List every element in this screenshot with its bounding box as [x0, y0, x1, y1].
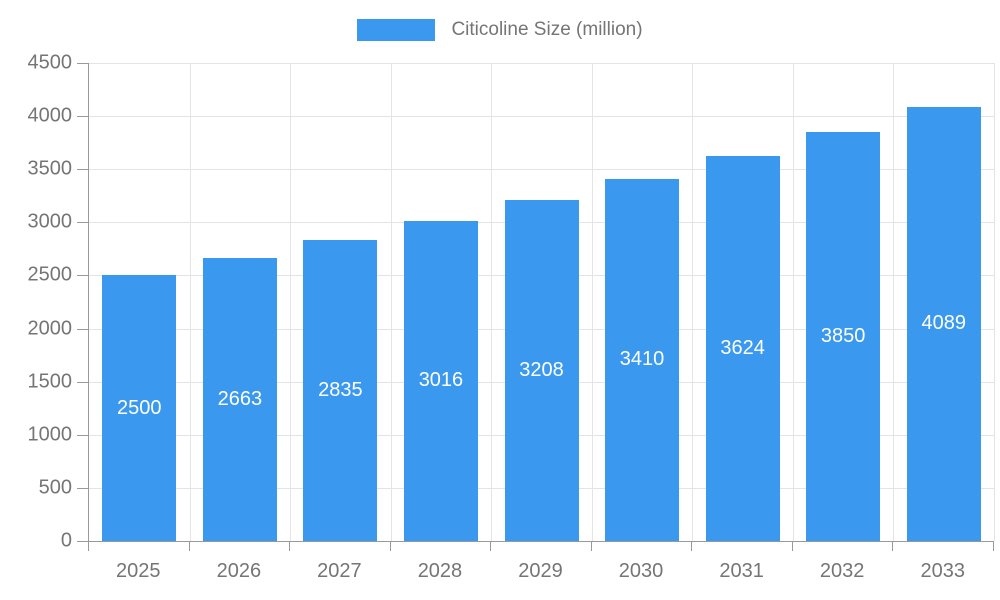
y-tick [77, 328, 88, 330]
bar-value-label: 3624 [720, 337, 765, 360]
v-gridline [290, 63, 292, 541]
bar-2031[interactable]: 3624 [705, 156, 780, 541]
x-tick-label: 2030 [618, 560, 664, 582]
v-gridline [692, 63, 694, 541]
y-tick [77, 487, 88, 489]
y-tick [77, 222, 88, 224]
legend-swatch-icon [357, 19, 436, 41]
x-tick [188, 541, 190, 551]
bar-value-label: 2500 [117, 396, 162, 419]
x-tick-label: 2033 [920, 560, 965, 582]
y-tick-label: 3000 [27, 210, 73, 233]
bar-2029[interactable]: 3208 [504, 200, 579, 541]
x-tick-label: 2028 [417, 560, 463, 582]
y-tick [77, 169, 88, 171]
y-axis-labels: 0 500 1000 1500 2000 2500 3000 3500 4000 4500 [0, 52, 73, 552]
x-axis-labels: 2025 2026 2027 2028 2029 2030 2031 2032 2033 [88, 560, 993, 590]
v-gridline [591, 63, 593, 541]
y-tick-label: 0 [60, 529, 72, 552]
y-tick-label: 500 [38, 476, 72, 499]
v-gridline [994, 63, 995, 541]
legend-label: Citicoline Size (million) [451, 19, 643, 40]
h-gridline [89, 63, 994, 64]
x-tick-label: 2032 [819, 560, 865, 582]
bar-2028[interactable]: 3016 [403, 220, 478, 541]
y-tick [77, 116, 88, 118]
bar-value-label: 3410 [619, 348, 665, 371]
x-tick-label: 2026 [216, 560, 262, 582]
legend[interactable]: Citicoline Size (million) [0, 19, 1000, 41]
y-tick-label: 4000 [27, 104, 73, 127]
v-gridline [893, 63, 895, 541]
bar-2032[interactable]: 3850 [806, 132, 881, 541]
y-tick [77, 275, 88, 277]
bar-value-label: 2663 [217, 388, 263, 411]
v-gridline [792, 63, 794, 541]
y-tick [77, 381, 88, 383]
y-tick [77, 541, 88, 542]
y-tick-label: 2000 [27, 317, 73, 340]
x-tick-label: 2029 [518, 560, 563, 582]
bar-value-label: 2835 [318, 378, 363, 401]
bar-2030[interactable]: 3410 [605, 178, 680, 541]
bar-2026[interactable]: 2663 [202, 258, 277, 541]
x-tick-label: 2027 [317, 560, 362, 582]
bar-value-label: 4089 [921, 312, 966, 335]
plot-area: 2500 2663 2835 3016 3208 3410 3624 3850 4089 [88, 63, 995, 542]
h-gridline [89, 169, 994, 171]
x-tick-label: 2031 [719, 560, 764, 582]
y-tick-label: 3500 [27, 157, 73, 180]
x-tick [791, 541, 793, 551]
v-gridline [390, 63, 392, 541]
x-tick [289, 541, 291, 551]
x-tick [490, 541, 492, 551]
y-tick [77, 63, 88, 64]
x-tick [389, 541, 391, 551]
x-tick [892, 541, 894, 551]
bar-value-label: 3208 [519, 359, 564, 382]
x-tick [590, 541, 592, 551]
y-tick-label: 1500 [27, 370, 73, 393]
y-tick-label: 2500 [27, 263, 73, 286]
v-gridline [189, 63, 191, 541]
y-tick-label: 1000 [27, 423, 73, 446]
bar-2025[interactable]: 2500 [102, 275, 177, 541]
x-tick [88, 541, 89, 551]
x-tick [993, 541, 994, 551]
h-gridline [89, 116, 994, 118]
y-tick-label: 4500 [27, 51, 73, 74]
bar-value-label: 3850 [820, 325, 866, 348]
x-tick-label: 2025 [116, 560, 161, 582]
x-tick [691, 541, 693, 551]
bar-2033[interactable]: 4089 [906, 106, 981, 541]
bar-2027[interactable]: 2835 [303, 239, 378, 541]
v-gridline [491, 63, 493, 541]
bar-value-label: 3016 [418, 369, 464, 392]
y-tick [77, 434, 88, 436]
